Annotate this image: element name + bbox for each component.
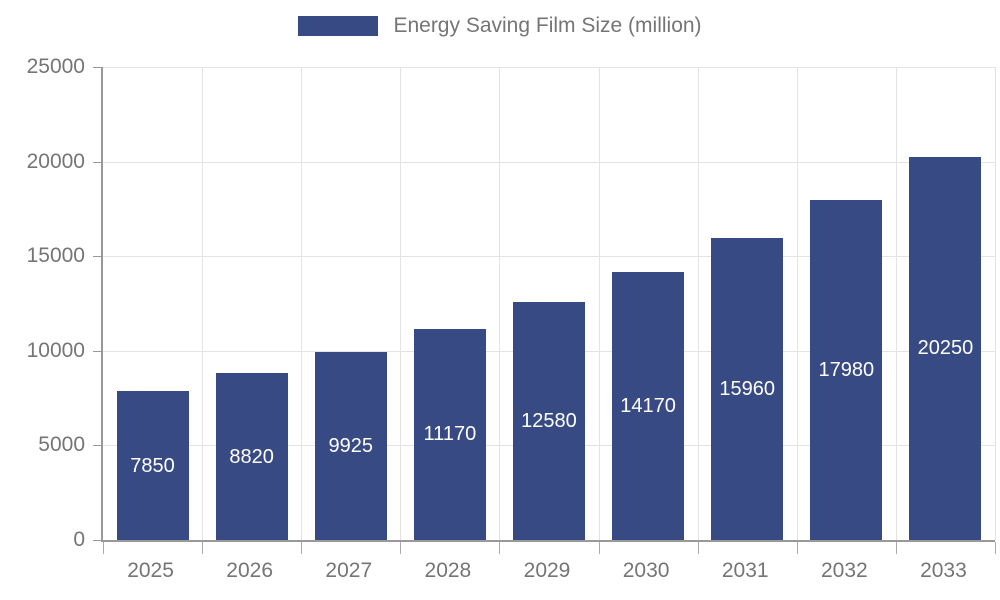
y-axis-tick	[93, 161, 101, 163]
x-axis-tick	[400, 542, 402, 554]
x-tick-label: 2029	[523, 559, 571, 582]
gridline-vertical	[202, 67, 204, 540]
bar-value-label: 15960	[719, 378, 776, 401]
y-tick-label: 0	[73, 528, 85, 551]
gridline-vertical	[895, 67, 897, 540]
x-tick-label: 2030	[622, 559, 670, 582]
bar-2032: 17980	[810, 199, 883, 540]
x-tick-label: 2031	[721, 559, 769, 582]
y-tick-label: 25000	[26, 55, 85, 78]
x-tick-label: 2025	[127, 559, 174, 582]
y-axis-labels: 0 5000 10000 15000 20000 25000	[0, 55, 101, 551]
x-tick-label: 2026	[226, 559, 274, 582]
gridline-horizontal	[103, 161, 995, 163]
x-axis-tick	[301, 542, 303, 554]
gridline-vertical	[995, 67, 996, 540]
y-axis-tick	[93, 350, 101, 352]
gridline-horizontal	[103, 67, 995, 68]
gridline-vertical	[499, 67, 501, 540]
x-axis-labels: 2025 2026 2027 2028 2029 2030 2031 2032 2033	[101, 559, 993, 589]
bar-2029: 12580	[513, 302, 585, 540]
x-axis-tick	[598, 542, 600, 554]
bar-2027: 9925	[314, 352, 387, 540]
bar-2033: 20250	[909, 156, 982, 540]
y-tick-label: 5000	[38, 433, 85, 457]
gridline-vertical	[697, 67, 699, 540]
gridline-horizontal	[103, 256, 995, 258]
bar-value-label: 7850	[130, 454, 175, 477]
bar-2030: 14170	[612, 271, 685, 540]
gridline-vertical	[301, 67, 303, 540]
bar-value-label: 11170	[423, 423, 477, 446]
bar-2025: 7850	[116, 391, 189, 540]
x-axis-tick	[103, 542, 104, 554]
y-tick-label: 15000	[26, 244, 85, 268]
bar-value-label: 8820	[229, 445, 274, 468]
bar-value-label: 20250	[917, 337, 974, 360]
x-axis-tick	[895, 542, 897, 554]
bar-2031: 15960	[711, 238, 784, 540]
bar-2026: 8820	[215, 373, 288, 540]
y-tick-label: 20000	[26, 149, 85, 173]
bar-value-label: 14170	[620, 394, 676, 417]
x-axis-tick	[202, 542, 204, 554]
bar-value-label: 17980	[818, 358, 875, 381]
bar-2028: 11170	[413, 328, 486, 540]
gridline-vertical	[598, 67, 600, 540]
legend-swatch	[298, 16, 379, 36]
x-tick-label: 2033	[920, 559, 967, 582]
x-axis-tick	[499, 542, 501, 554]
legend: Energy Saving Film Size (million)	[0, 14, 1000, 38]
plot-area: 7850 8820 9925 11170 12580 14170 15960 17980 202…	[93, 67, 996, 554]
y-axis-tick	[93, 256, 101, 258]
x-tick-label: 2032	[820, 559, 868, 582]
bar-value-label: 9925	[328, 435, 374, 458]
bar-value-label: 12580	[521, 410, 577, 432]
gridline-vertical	[796, 67, 798, 540]
y-axis-tick	[93, 540, 101, 541]
x-axis-tick	[796, 542, 798, 554]
y-axis-tick	[93, 67, 101, 68]
gridline-vertical	[400, 67, 402, 540]
x-axis-tick	[697, 542, 699, 554]
x-tick-label: 2027	[325, 559, 373, 582]
y-tick-label: 10000	[26, 338, 85, 362]
y-axis-tick	[93, 445, 101, 447]
legend-item[interactable]: Energy Saving Film Size (million)	[298, 14, 702, 38]
legend-label: Energy Saving Film Size (million)	[393, 14, 702, 37]
x-tick-label: 2028	[424, 559, 472, 582]
x-axis-tick	[995, 542, 996, 554]
